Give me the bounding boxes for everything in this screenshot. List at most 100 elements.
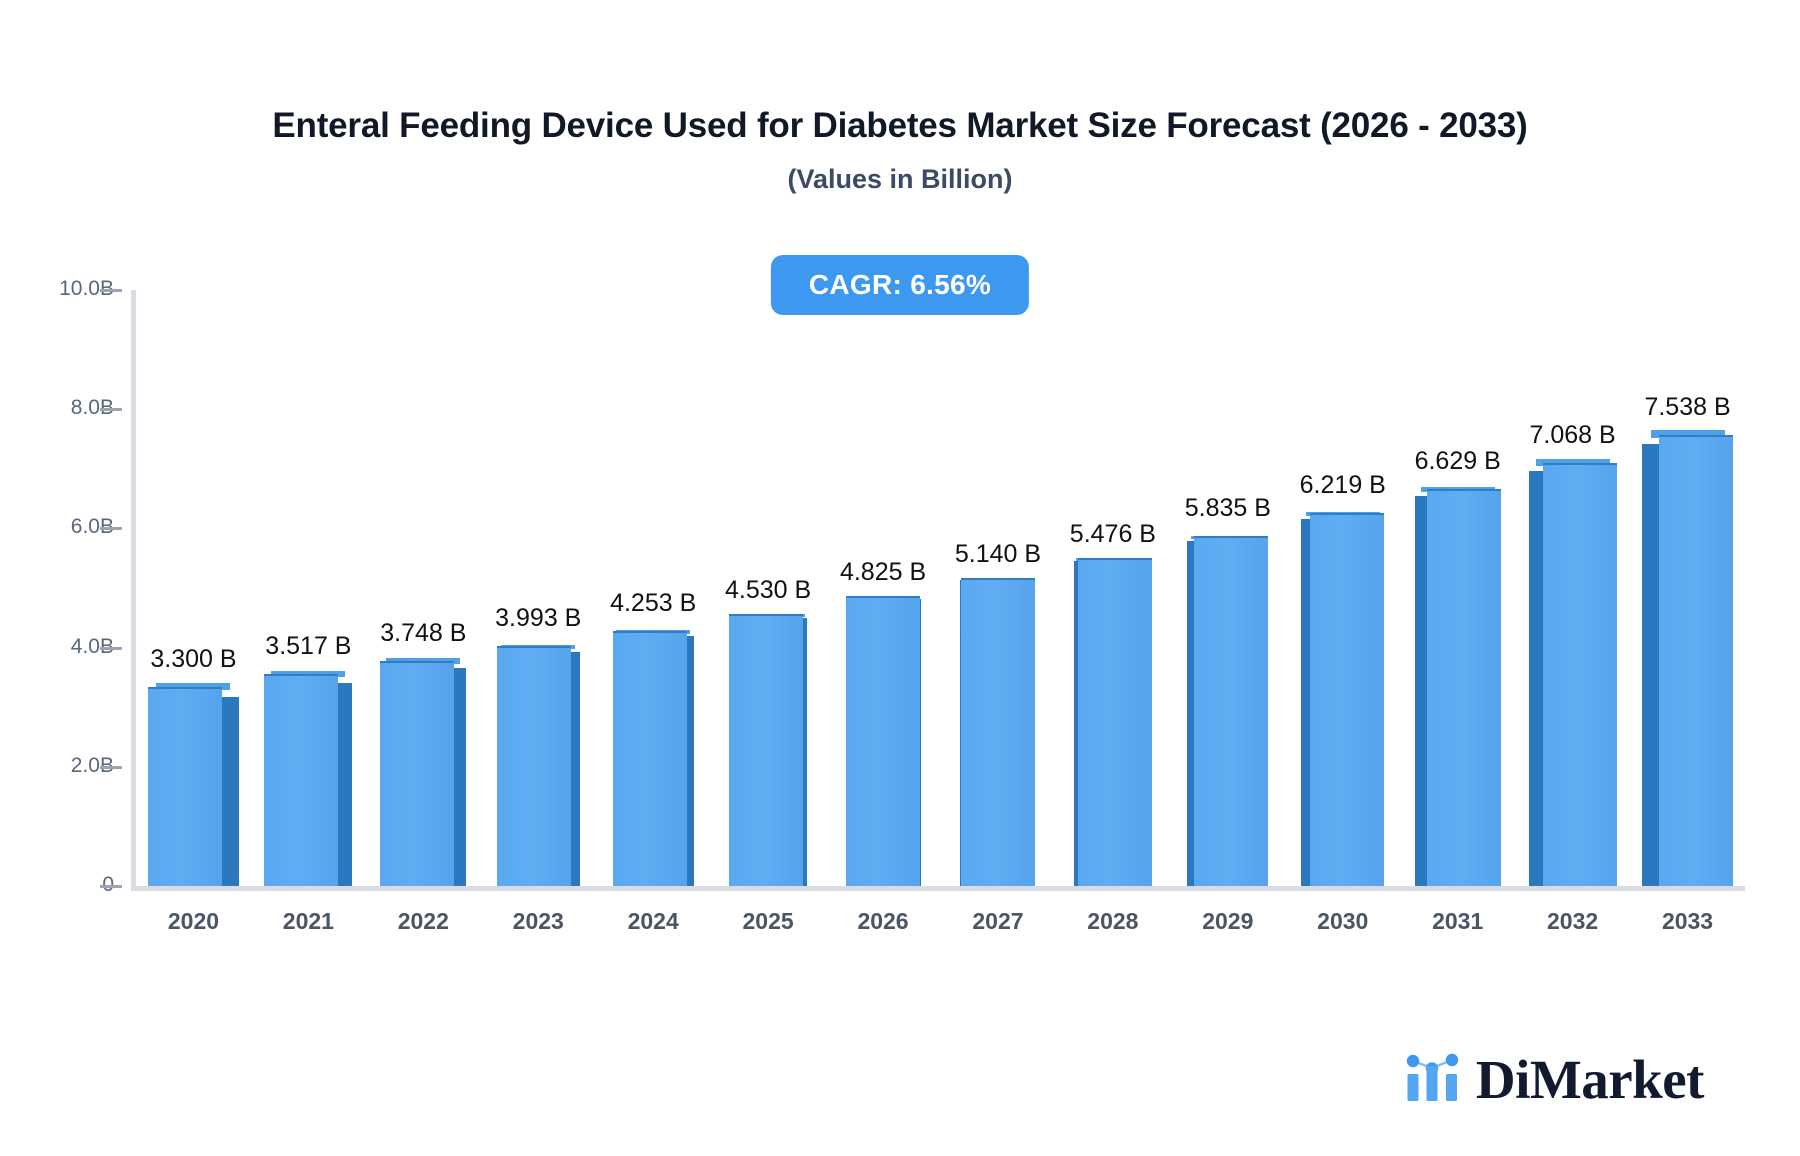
y-axis-tick-label: 6.0B	[70, 515, 114, 539]
bar-3d-body	[1400, 290, 1515, 886]
y-axis-tick-mark	[100, 765, 122, 769]
y-axis-tick-label: 2.0B	[70, 753, 114, 777]
bar-front-face	[147, 687, 222, 886]
bar-value-label: 4.825 B	[839, 558, 927, 587]
bar-column[interactable]	[941, 290, 1056, 886]
x-axis-tick-label: 2027	[972, 908, 1024, 934]
x-axis-tick-label: 2031	[1432, 908, 1484, 934]
bar-column[interactable]	[1170, 290, 1285, 886]
y-axis-tick-label: 0	[102, 874, 114, 895]
bar-3d-body	[1630, 290, 1745, 886]
bar-top-face	[271, 671, 346, 678]
bar-front-face	[729, 614, 804, 886]
bar-side-face	[1414, 496, 1427, 886]
bar-3d-body	[366, 290, 481, 886]
bar-column[interactable]	[826, 290, 941, 886]
bar-front-face	[845, 596, 920, 886]
bar-front-face	[1659, 434, 1734, 886]
x-axis-tick-label: 2021	[282, 908, 334, 934]
bar-front-face	[380, 660, 455, 886]
bar-column[interactable]	[366, 290, 481, 886]
x-axis-tick-label: 2025	[742, 908, 794, 934]
x-axis-tick-label: 2020	[167, 908, 220, 934]
y-axis-tick-mark	[100, 885, 122, 888]
bar-value-label: 5.835 B	[1184, 494, 1271, 523]
bar-side-face	[1187, 541, 1195, 886]
x-axis-line	[131, 886, 1745, 891]
bar-value-label: 3.517 B	[265, 632, 352, 661]
bar-value-label: 6.219 B	[1299, 471, 1386, 500]
brand-name: DiMarket	[1475, 1049, 1705, 1110]
bar-column[interactable]	[136, 290, 251, 886]
bar-column[interactable]	[711, 290, 826, 886]
bar-side-face	[454, 668, 467, 886]
bar-side-face	[803, 617, 808, 886]
y-axis-line	[131, 290, 136, 889]
bar-value-label: 4.530 B	[725, 576, 812, 604]
bar-3d-body	[1170, 290, 1285, 886]
bar-top-face	[156, 682, 231, 691]
bar-front-face	[1077, 557, 1152, 886]
bar-front-face	[1542, 462, 1617, 886]
bar-column[interactable]	[1285, 290, 1400, 886]
bar-column[interactable]	[481, 290, 596, 886]
bar-side-face	[570, 652, 580, 886]
bar-column[interactable]	[251, 290, 366, 886]
bar-3d-body	[251, 290, 366, 886]
bar-front-face	[1194, 536, 1269, 886]
bar-3d-body	[481, 290, 596, 886]
bar-value-label: 6.629 B	[1414, 446, 1501, 475]
x-axis-tick-label: 2024	[627, 908, 679, 934]
bar-chart-logo-icon	[1404, 1051, 1462, 1108]
bar-3d-body	[1515, 290, 1630, 886]
page-title: Enteral Feeding Device Used for Diabetes…	[272, 106, 1528, 145]
y-axis-tick-mark	[100, 646, 122, 650]
bar-side-face	[1301, 519, 1311, 886]
bar-side-face	[1528, 471, 1543, 886]
bar-value-label: 3.748 B	[380, 618, 467, 647]
bar-front-face	[961, 577, 1036, 886]
bar-front-face	[496, 646, 571, 886]
bar-front-face	[264, 674, 339, 886]
y-axis-tick-label: 4.0B	[70, 634, 114, 658]
chart-subtitle: (Values in Billion)	[787, 164, 1013, 194]
bar-side-face	[221, 696, 239, 886]
bar-side-face	[338, 682, 353, 886]
bar-value-label: 5.476 B	[1069, 519, 1156, 548]
bar-value-label: 4.253 B	[610, 588, 697, 617]
x-axis-tick-label: 2029	[1202, 908, 1254, 934]
bar-value-label: 3.300 B	[150, 645, 237, 674]
y-axis-tick-mark	[100, 527, 122, 531]
bar-series: 3.300 B 3.517 B 3.748 B 3.993 B 4.253 B 4.530…	[136, 290, 1745, 886]
bar-3d-body	[826, 290, 941, 886]
x-axis-tick-label: 2028	[1087, 908, 1139, 934]
bar-front-face	[1310, 513, 1385, 886]
bar-column[interactable]	[596, 290, 711, 886]
bar-column[interactable]	[1055, 290, 1170, 886]
y-axis-tick-mark	[100, 289, 122, 292]
y-axis-tick-label: 8.0B	[70, 396, 114, 420]
x-axis-tick-label: 2033	[1661, 908, 1714, 934]
cagr-badge: CAGR: 6.56%	[770, 255, 1030, 315]
chart-header: Enteral Feeding Device Used for Diabetes…	[0, 0, 1800, 195]
bar-3d-body	[711, 290, 826, 886]
bar-column[interactable]	[1515, 290, 1630, 886]
bar-side-face	[1073, 561, 1078, 886]
bar-value-label: 5.140 B	[954, 539, 1042, 568]
bar-column[interactable]	[1400, 290, 1515, 886]
brand-logo: DiMarket	[1404, 1049, 1705, 1110]
bar-top-face	[1535, 459, 1610, 466]
y-axis-tick-label: 10.0B	[59, 277, 114, 300]
x-axis-tick-label: 2023	[512, 908, 564, 934]
bar-front-face	[612, 630, 687, 886]
bar-side-face	[686, 635, 694, 886]
bar-value-label: 7.068 B	[1529, 420, 1616, 449]
bar-column[interactable]	[1630, 290, 1745, 886]
bar-value-label: 7.538 B	[1644, 392, 1731, 421]
x-axis-tick-label: 2022	[397, 908, 449, 934]
bar-3d-body	[1055, 290, 1170, 886]
bar-3d-body	[596, 290, 711, 886]
bar-side-face	[960, 580, 962, 886]
x-axis-tick-label: 2030	[1317, 908, 1369, 934]
